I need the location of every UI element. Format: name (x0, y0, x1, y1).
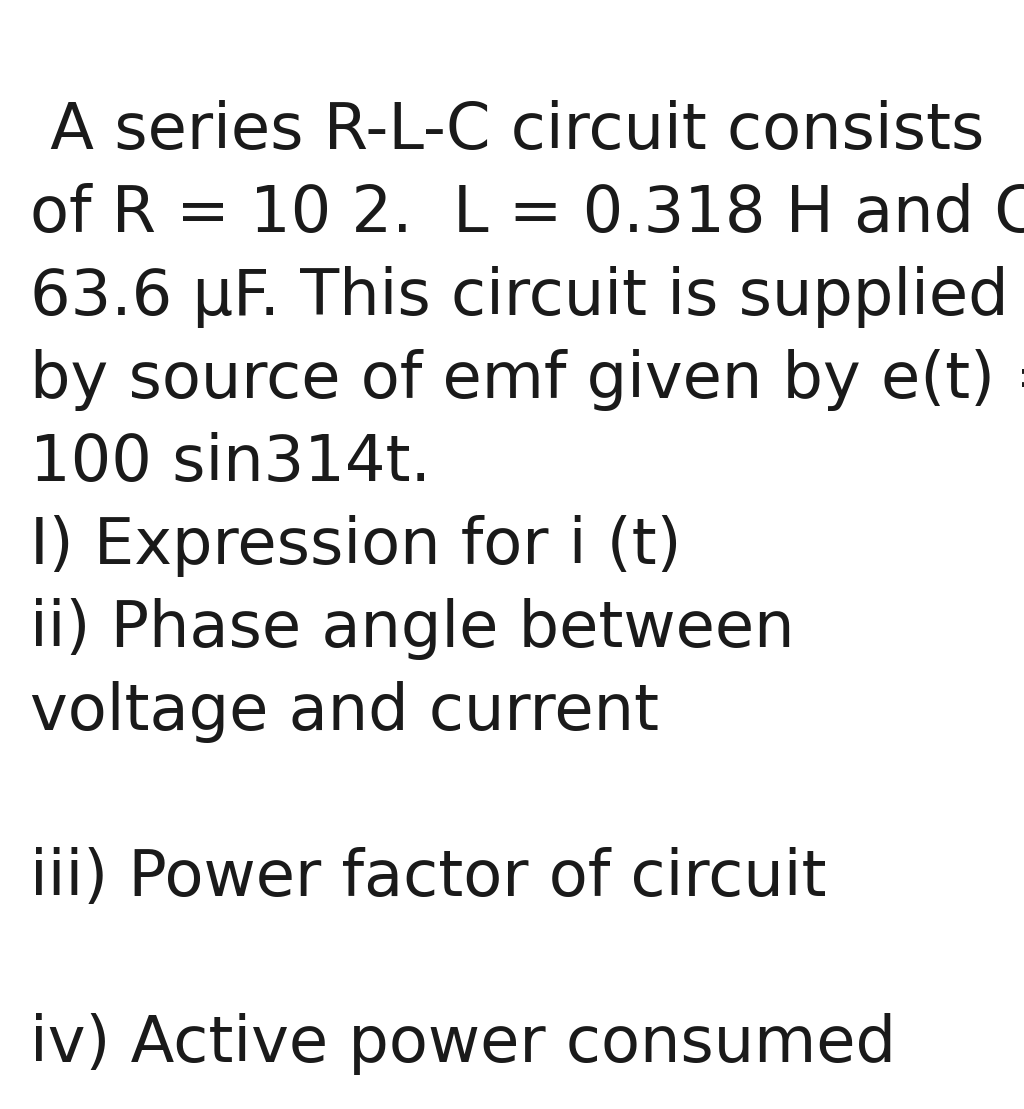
Text: voltage and current: voltage and current (30, 681, 659, 743)
Text: iii) Power factor of circuit: iii) Power factor of circuit (30, 847, 826, 909)
Text: of R = 10 2.  L = 0.318 H and C =: of R = 10 2. L = 0.318 H and C = (30, 183, 1024, 245)
Text: 100 sin314t.: 100 sin314t. (30, 433, 431, 494)
Text: A series R-L-C circuit consists: A series R-L-C circuit consists (30, 100, 984, 162)
Text: iv) Active power consumed: iv) Active power consumed (30, 1013, 896, 1075)
Text: 63.6 μF. This circuit is supplied: 63.6 μF. This circuit is supplied (30, 266, 1009, 328)
Text: ii) Phase angle between: ii) Phase angle between (30, 598, 795, 660)
Text: I) Expression for i (t): I) Expression for i (t) (30, 515, 682, 577)
Text: by source of emf given by e(t) =: by source of emf given by e(t) = (30, 349, 1024, 411)
